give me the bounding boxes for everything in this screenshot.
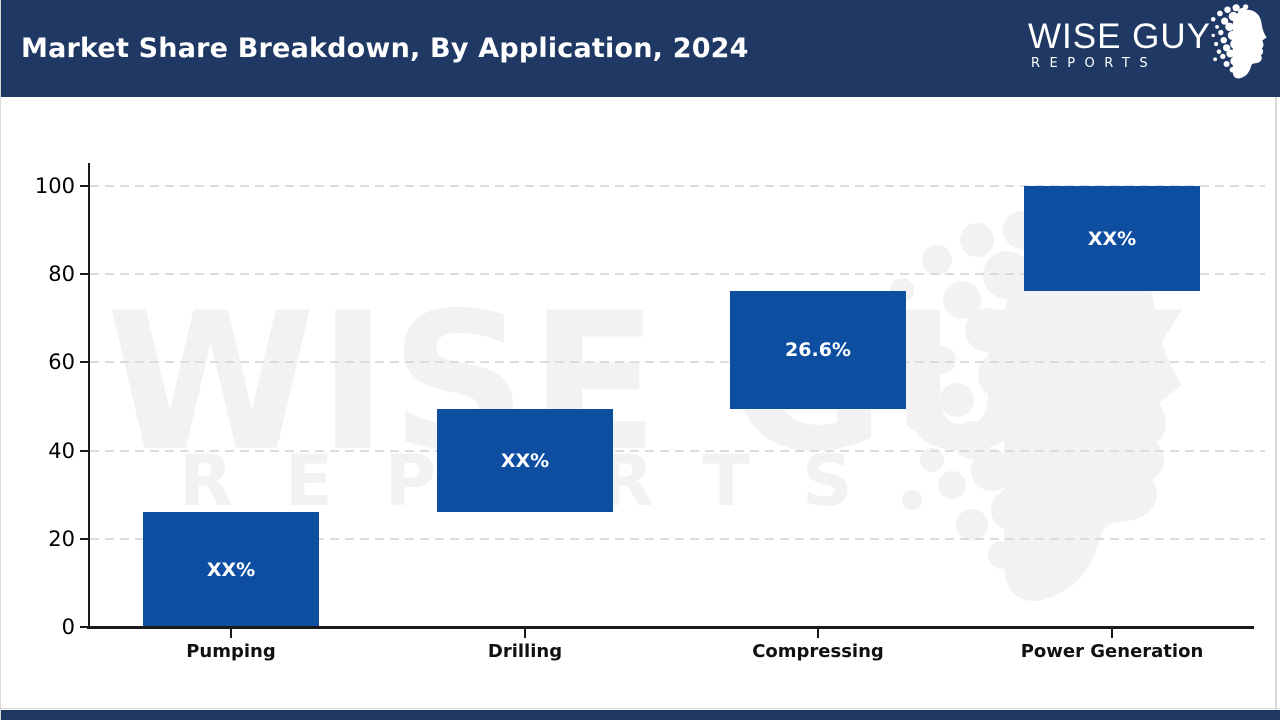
bar-compressing: 26.6%	[730, 291, 906, 409]
bar-value-label-pumping: XX%	[206, 558, 256, 581]
x-tick-pumping	[230, 629, 232, 638]
bar-drilling: XX%	[437, 408, 613, 513]
y-tick-label-40: 40	[48, 438, 75, 463]
gridline-20	[90, 537, 1265, 540]
y-tick-label-80: 80	[48, 262, 75, 287]
bar-power-generation: XX%	[1024, 186, 1200, 292]
gridline-80	[90, 273, 1265, 276]
bar-pumping: XX%	[143, 512, 319, 627]
chart-title: Market Share Breakdown, By Application, …	[21, 33, 749, 64]
y-tick-40	[80, 449, 89, 452]
category-label-compressing: Compressing	[752, 641, 884, 662]
gridline-40	[90, 449, 1265, 452]
brand-subtitle: REPORTS	[1030, 55, 1158, 71]
y-tick-0	[80, 626, 89, 628]
page-right-border	[1275, 97, 1277, 712]
y-tick-label-0: 0	[61, 615, 75, 639]
footer-bar	[1, 710, 1280, 720]
chart-plot-area: XX% XX% 26.6% XX% 0 20 40 60 80 100 Pumping Drill…	[1, 97, 1280, 708]
y-tick-80	[80, 273, 89, 276]
gridline-60	[90, 361, 1265, 364]
page-bottom-border	[1, 708, 1280, 709]
header-bar: Market Share Breakdown, By Application, …	[1, 0, 1280, 97]
brand-logo: WISE GUY REPORTS	[1028, 4, 1269, 84]
y-tick-label-100: 100	[34, 174, 75, 198]
y-tick-label-60: 60	[48, 350, 75, 375]
y-tick-60	[80, 361, 89, 364]
category-label-power-generation: Power Generation	[1020, 641, 1204, 662]
dotted-head-icon	[1210, 4, 1267, 79]
category-label-pumping: Pumping	[186, 641, 276, 662]
x-tick-drilling	[524, 629, 526, 638]
bar-value-label-drilling: XX%	[500, 449, 550, 472]
y-tick-100	[80, 185, 89, 187]
bar-value-label-compressing: 26.6%	[785, 339, 851, 362]
y-axis-line	[88, 163, 90, 628]
x-axis-line	[87, 626, 1254, 629]
category-label-drilling: Drilling	[487, 641, 563, 662]
y-tick-label-20: 20	[48, 526, 75, 551]
y-tick-20	[80, 537, 89, 540]
bar-value-label-power-generation: XX%	[1087, 227, 1137, 250]
x-tick-power-generation	[1111, 629, 1113, 638]
gridline-100	[90, 185, 1265, 187]
brand-name: WISE GUY	[1027, 16, 1211, 56]
x-tick-compressing	[817, 629, 819, 638]
brand-logo-text: WISE GUY REPORTS	[1028, 19, 1211, 70]
